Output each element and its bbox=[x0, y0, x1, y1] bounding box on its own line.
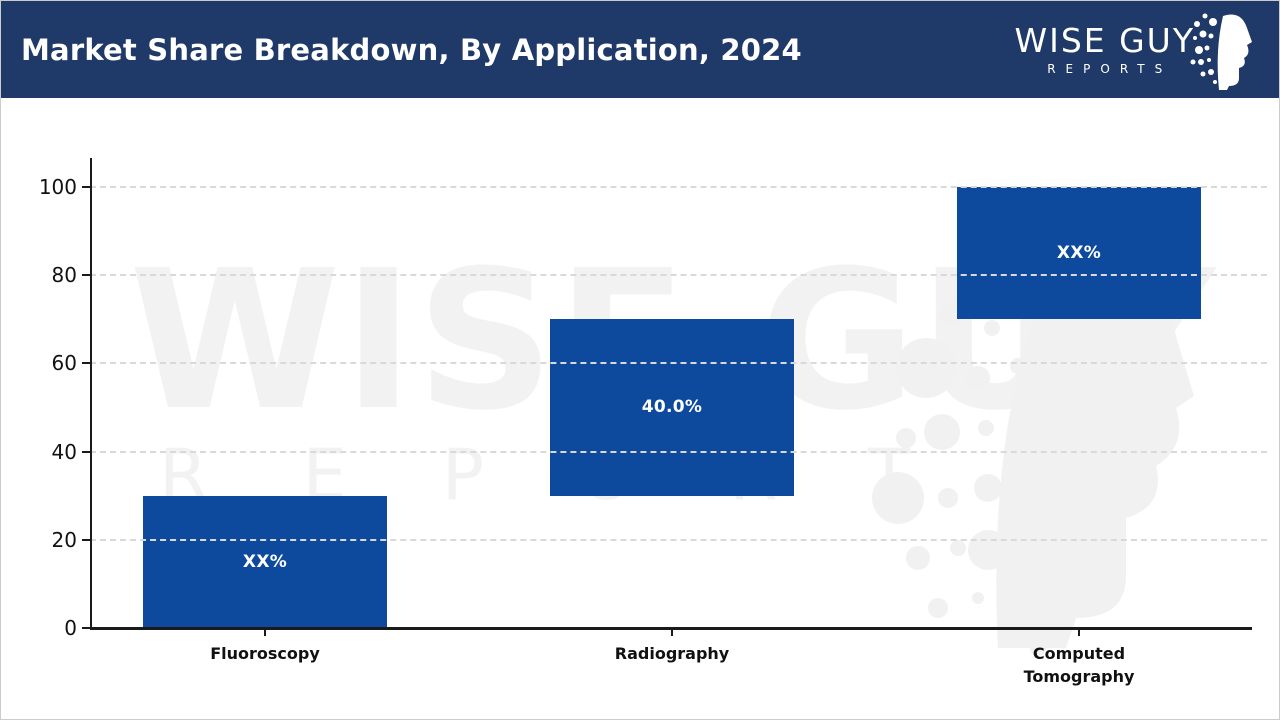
y-tick-mark-0 bbox=[82, 627, 90, 629]
wise-guy-logo: WISE GUY REPORTS bbox=[1014, 10, 1253, 90]
x-tick-mark bbox=[671, 628, 673, 636]
x-tick-mark bbox=[1078, 628, 1080, 636]
x-axis-category-label: Radiography bbox=[614, 644, 730, 663]
x-axis-category-label: Computed Tomography bbox=[1023, 644, 1135, 686]
chart-plot-area: WISE GUY REPORTS 020406080100XX%Fluorosc… bbox=[1, 98, 1279, 719]
gridline-60 bbox=[90, 362, 1267, 365]
y-axis-tick-label: 40 bbox=[51, 439, 77, 464]
bar-value-label: XX% bbox=[1056, 243, 1102, 264]
bar-radiography: 40.0% bbox=[550, 319, 794, 496]
y-axis-tick-label: 20 bbox=[51, 527, 77, 552]
y-tick-mark-80 bbox=[82, 274, 90, 277]
y-tick-mark-60 bbox=[82, 362, 90, 365]
gridline-100 bbox=[90, 186, 1267, 188]
y-axis-tick-label: 0 bbox=[64, 616, 77, 640]
logo-subtitle: REPORTS bbox=[1047, 61, 1173, 76]
bar-fluoroscopy: XX% bbox=[143, 495, 387, 628]
bar-computed-tomography: XX% bbox=[957, 187, 1201, 320]
page-title: Market Share Breakdown, By Application, … bbox=[21, 32, 802, 67]
logo-face-icon bbox=[1190, 13, 1252, 90]
bar-value-label: XX% bbox=[242, 551, 288, 572]
x-axis-category-label: Fluoroscopy bbox=[210, 644, 320, 663]
gridline-40 bbox=[90, 450, 1267, 453]
y-axis-tick-label: 60 bbox=[51, 351, 77, 376]
x-tick-mark bbox=[264, 628, 266, 636]
y-axis-line bbox=[90, 158, 92, 628]
bar-value-label: 40.0% bbox=[641, 397, 703, 418]
gridline-80 bbox=[90, 274, 1267, 277]
logo-wordmark: WISE GUY bbox=[1014, 20, 1195, 60]
gridline-20 bbox=[90, 538, 1267, 541]
y-axis-tick-label: 100 bbox=[38, 175, 77, 199]
y-axis-tick-label: 80 bbox=[51, 263, 77, 288]
logo-text: WISE GUY REPORTS bbox=[1014, 24, 1195, 76]
y-tick-mark-40 bbox=[82, 450, 90, 453]
header-bar: Market Share Breakdown, By Application, … bbox=[1, 1, 1279, 98]
y-tick-mark-20 bbox=[82, 538, 90, 541]
y-tick-mark-100 bbox=[82, 186, 90, 188]
